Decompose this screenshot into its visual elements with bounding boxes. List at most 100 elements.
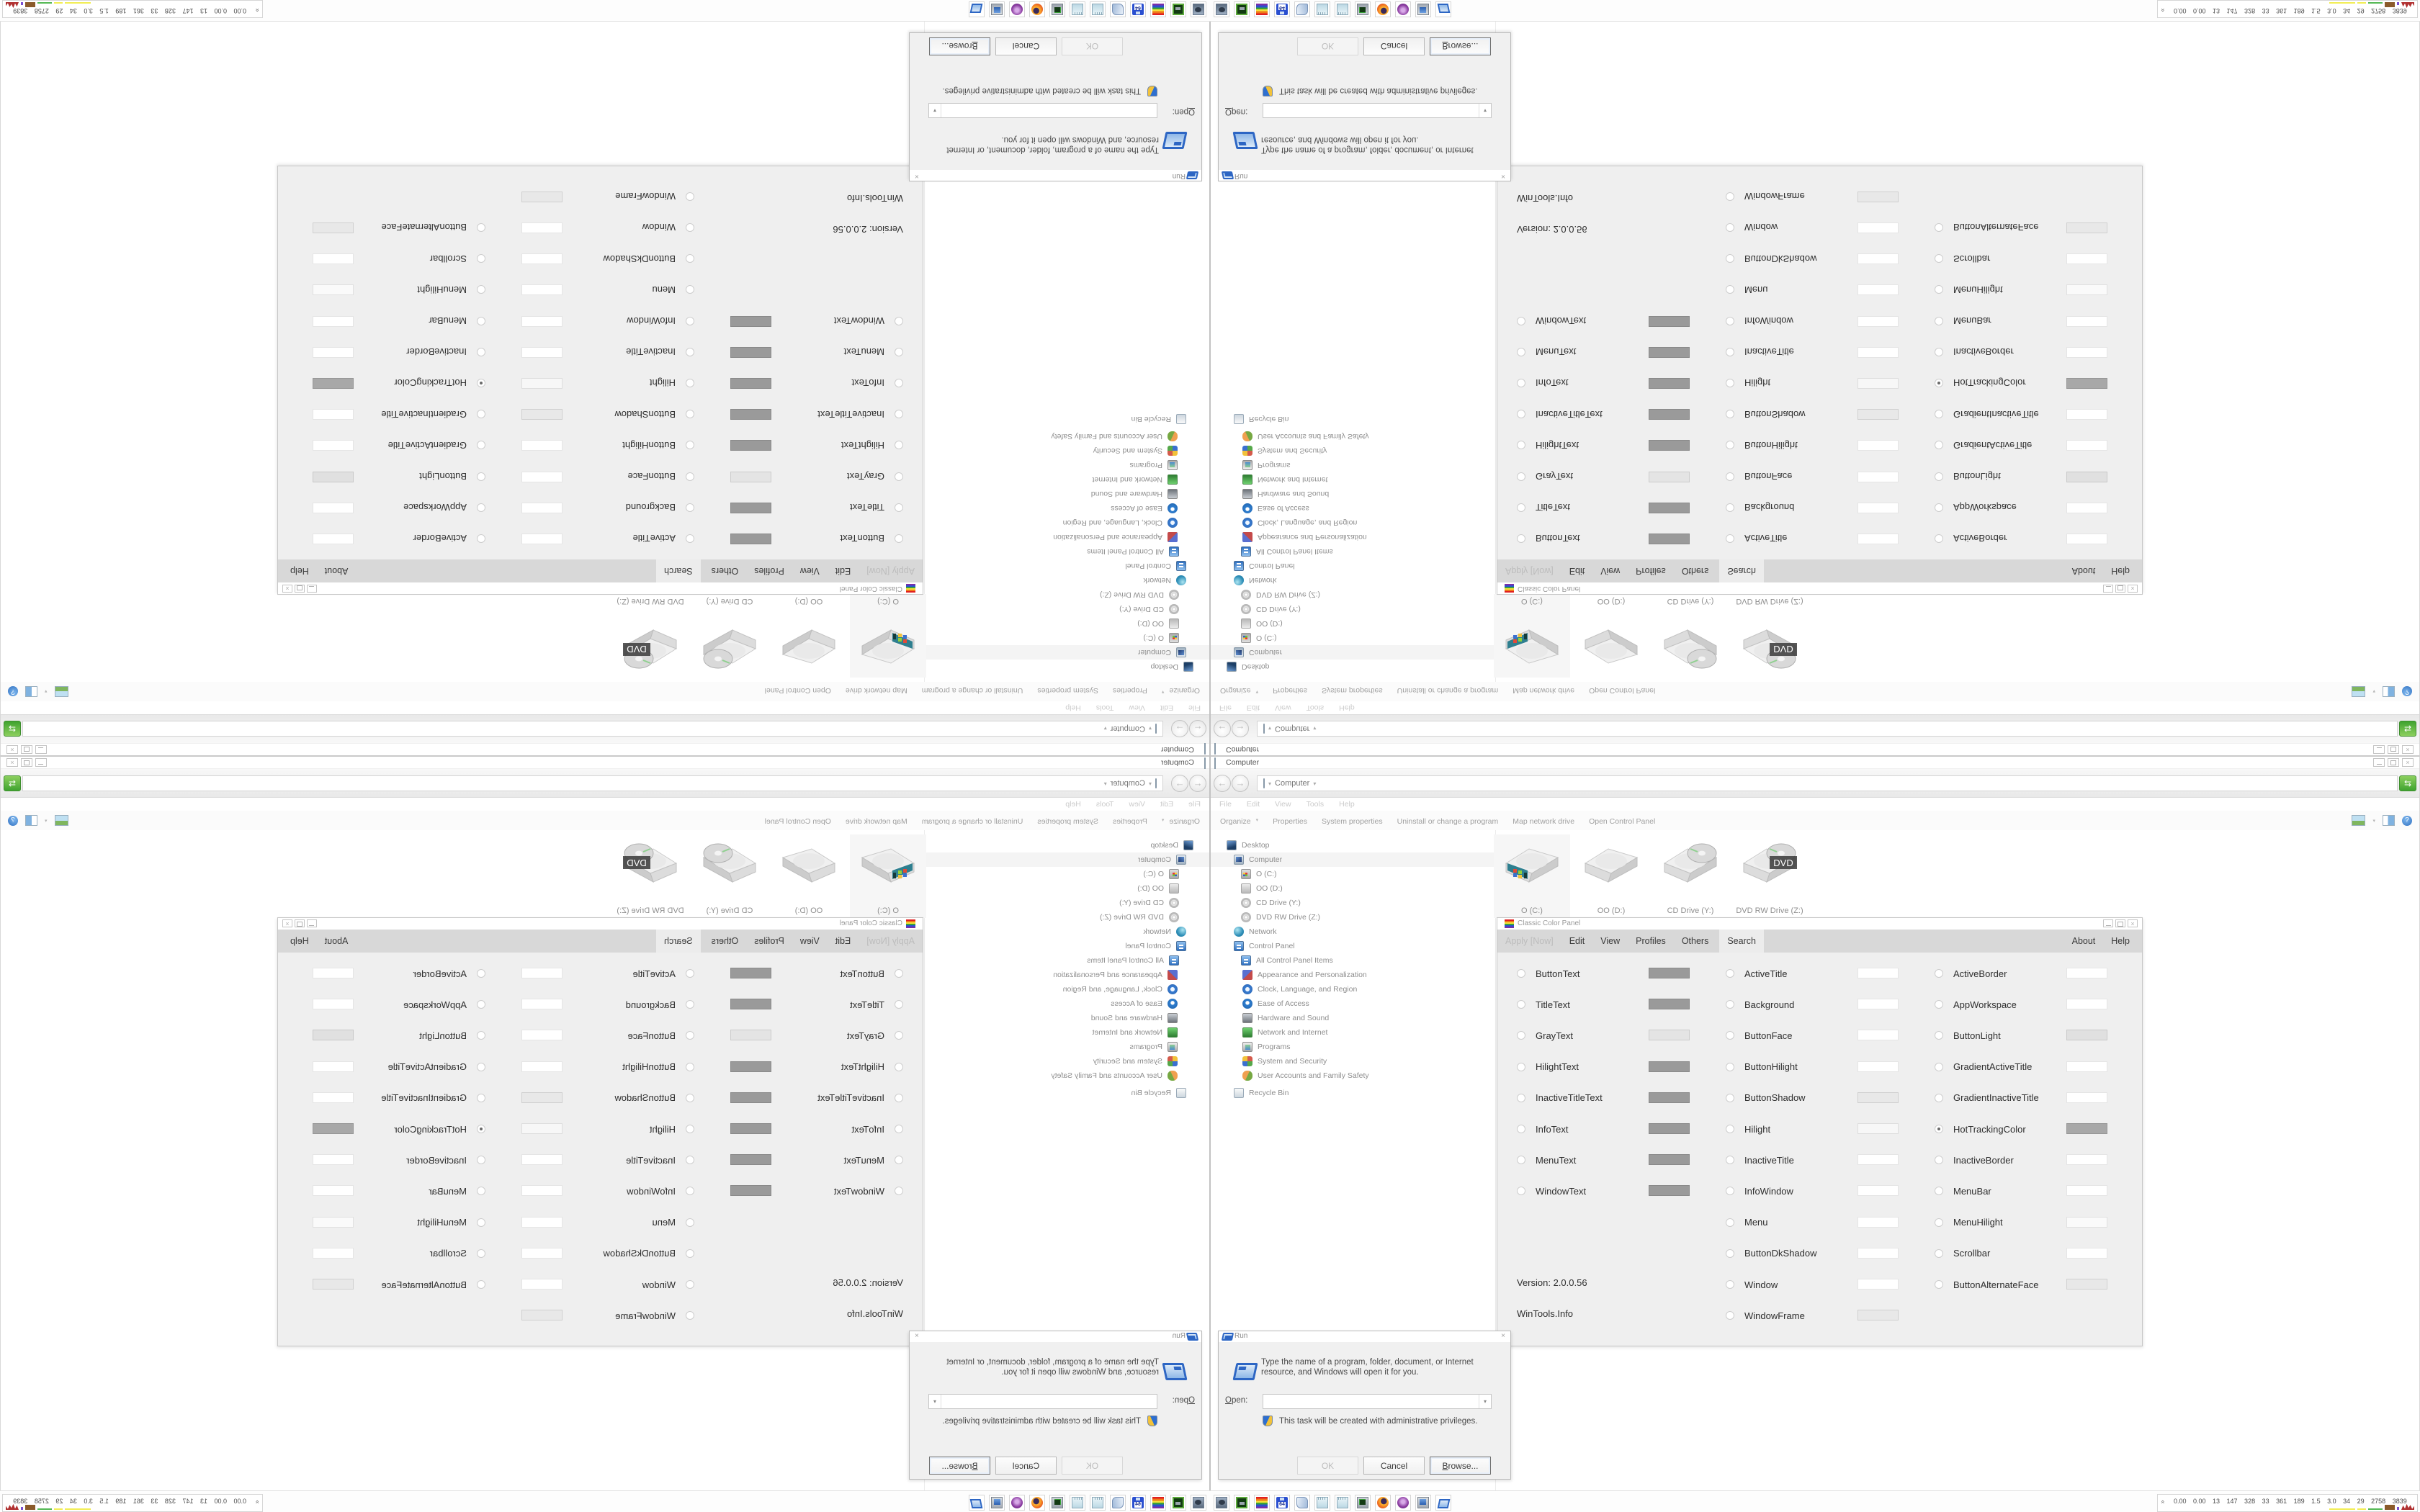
radio-buttonalternateface[interactable] xyxy=(1935,223,1943,232)
tree-item-o-c-[interactable]: O (C:) xyxy=(926,867,1209,881)
radio-window[interactable] xyxy=(686,1280,694,1289)
breadcrumb-chevron-icon[interactable]: ▾ xyxy=(1148,780,1152,787)
close-icon[interactable]: × xyxy=(915,172,919,180)
menu-item-search[interactable]: Search xyxy=(656,930,701,953)
drive-tile-cd-drive-y-[interactable]: CD Drive (Y:) xyxy=(691,834,768,918)
minimize-button[interactable] xyxy=(35,745,47,754)
back-icon[interactable]: ← xyxy=(1189,720,1206,737)
color-swatch-activeborder[interactable] xyxy=(2066,968,2107,978)
tree-item-all-control-panel-items[interactable]: All Control Panel Items xyxy=(926,544,1209,559)
launcher-color-panel-icon[interactable] xyxy=(1254,1,1270,17)
maximize-button[interactable] xyxy=(2115,919,2125,927)
launcher-floppy-64-icon[interactable]: 64 xyxy=(1130,1495,1146,1511)
color-swatch-activetitle[interactable] xyxy=(521,968,563,978)
color-swatch-gradientactivetitle[interactable] xyxy=(2066,1061,2107,1072)
launcher-run-icon[interactable] xyxy=(969,1495,985,1511)
radio-appworkspace[interactable] xyxy=(477,1000,485,1009)
color-swatch-buttonhilight[interactable] xyxy=(1857,440,1899,451)
ccp-menu-others[interactable]: Others xyxy=(1681,936,1709,946)
ccp-menu-help[interactable]: Help xyxy=(2111,936,2130,946)
views-dropdown-icon[interactable]: ▾ xyxy=(45,818,48,824)
menu-item-tools[interactable]: Tools xyxy=(1095,800,1114,809)
tree-item-network-and-internet[interactable]: Network and Internet xyxy=(1211,472,1494,487)
launcher-firefox-icon[interactable] xyxy=(1029,1,1045,17)
launcher-script-icon[interactable] xyxy=(1294,1495,1310,1511)
close-button[interactable]: × xyxy=(2128,585,2138,593)
toolbar-item-organize[interactable]: Organize xyxy=(1220,816,1251,826)
launcher-color-panel-icon[interactable] xyxy=(1150,1495,1166,1511)
color-swatch-gradientinactivetitle[interactable] xyxy=(313,1092,354,1103)
color-swatch-background[interactable] xyxy=(1857,502,1899,513)
color-swatch-appworkspace[interactable] xyxy=(2066,502,2107,513)
color-swatch-menubar[interactable] xyxy=(313,315,354,327)
radio-inactivetitle[interactable] xyxy=(1726,1156,1734,1165)
address-input[interactable]: ▾ Computer ▾ xyxy=(1257,721,2398,737)
radio-hilighttext[interactable] xyxy=(1517,1062,1525,1071)
radio-infotext[interactable] xyxy=(1517,1125,1525,1133)
color-swatch-infotext[interactable] xyxy=(730,378,771,389)
radio-scrollbar[interactable] xyxy=(477,254,485,264)
drive-tile-o-c-[interactable]: O (C:) xyxy=(850,834,926,918)
color-swatch-menutext[interactable] xyxy=(730,346,771,358)
tree-item-appearance-and-personalization[interactable]: Appearance and Personalization xyxy=(1211,968,1494,982)
back-icon[interactable]: ← xyxy=(1214,775,1231,792)
forward-icon[interactable]: → xyxy=(1232,720,1249,737)
preview-pane-icon[interactable] xyxy=(2383,686,2395,697)
tree-item-user-accounts-and-family-safety[interactable]: User Accounts and Family Safety xyxy=(926,1068,1209,1083)
color-swatch-gradientactivetitle[interactable] xyxy=(313,440,354,451)
color-swatch-inactivetitle[interactable] xyxy=(1857,346,1899,358)
color-swatch-buttonhilight[interactable] xyxy=(521,440,563,451)
radio-windowtext[interactable] xyxy=(895,316,903,325)
color-swatch-buttonface[interactable] xyxy=(521,471,563,482)
menu-item-search[interactable]: Search xyxy=(1719,930,1764,953)
ccp-site-link[interactable]: WinTools.Info xyxy=(1517,1308,1574,1319)
tree-item-network[interactable]: Network xyxy=(926,573,1209,588)
toolbar-item-uninstall-or-change-a-program[interactable]: Uninstall or change a program xyxy=(921,686,1023,696)
launcher-script-icon[interactable] xyxy=(1110,1495,1126,1511)
help-icon[interactable]: ? xyxy=(2402,815,2412,826)
color-swatch-infotext[interactable] xyxy=(1649,378,1690,389)
launcher-color-panel-icon[interactable] xyxy=(1254,1495,1270,1511)
launcher-console-icon[interactable] xyxy=(1355,1495,1371,1511)
color-swatch-infowindow[interactable] xyxy=(521,315,563,327)
expand-chevron-icon[interactable]: « xyxy=(2159,8,2167,12)
ccp-menu-view[interactable]: View xyxy=(799,936,820,946)
launcher-floppy-64-icon[interactable]: 64 xyxy=(1274,1495,1290,1511)
tree-item-programs[interactable]: Programs xyxy=(1211,458,1494,472)
menu-item-edit[interactable]: Edit xyxy=(1160,703,1174,712)
menu-item-apply[interactable]: Apply [Now] xyxy=(1505,936,1554,946)
breadcrumb-location[interactable]: Computer xyxy=(1110,724,1145,733)
tree-item-computer[interactable]: Computer xyxy=(926,645,1209,660)
radio-buttontext[interactable] xyxy=(895,534,903,543)
color-swatch-buttondkshadow[interactable] xyxy=(1857,1247,1899,1259)
browse-button[interactable]: Browse... xyxy=(1430,37,1491,55)
change-view-icon[interactable] xyxy=(54,686,68,697)
menu-item-file[interactable]: File xyxy=(1219,800,1232,809)
toolbar-item-organize[interactable]: Organize xyxy=(1169,816,1200,826)
color-swatch-window[interactable] xyxy=(521,222,563,233)
radio-windowframe[interactable] xyxy=(686,192,694,201)
color-swatch-infotext[interactable] xyxy=(730,1123,771,1134)
radio-hilight[interactable] xyxy=(1726,1125,1734,1133)
color-swatch-hilight[interactable] xyxy=(1857,378,1899,389)
toolbar-item-map-network-drive[interactable]: Map network drive xyxy=(845,816,908,826)
radio-windowtext[interactable] xyxy=(1517,316,1525,325)
tree-item-programs[interactable]: Programs xyxy=(1211,1040,1494,1054)
radio-menutext[interactable] xyxy=(1517,1156,1525,1165)
radio-inactivetitle[interactable] xyxy=(686,347,694,356)
radio-infotext[interactable] xyxy=(895,1125,903,1133)
radio-buttonlight[interactable] xyxy=(477,1031,485,1040)
breadcrumb-location[interactable]: Computer xyxy=(1275,779,1310,788)
radio-menu[interactable] xyxy=(1726,1218,1734,1227)
ccp-menu-others[interactable]: Others xyxy=(711,936,739,946)
tree-item-control-panel[interactable]: Control Panel xyxy=(1211,559,1494,573)
breadcrumb-chevron-icon[interactable]: ▾ xyxy=(1268,725,1272,732)
color-swatch-buttonlight[interactable] xyxy=(313,1030,354,1041)
launcher-color-panel-icon[interactable] xyxy=(1150,1,1166,17)
ccp-menu-help[interactable]: Help xyxy=(290,566,309,576)
color-swatch-windowtext[interactable] xyxy=(1649,315,1690,327)
radio-buttonface[interactable] xyxy=(1726,1031,1734,1040)
restore-button[interactable] xyxy=(21,758,32,767)
menu-item-tools[interactable]: Tools xyxy=(1095,703,1114,712)
cancel-button[interactable]: Cancel xyxy=(995,37,1057,55)
